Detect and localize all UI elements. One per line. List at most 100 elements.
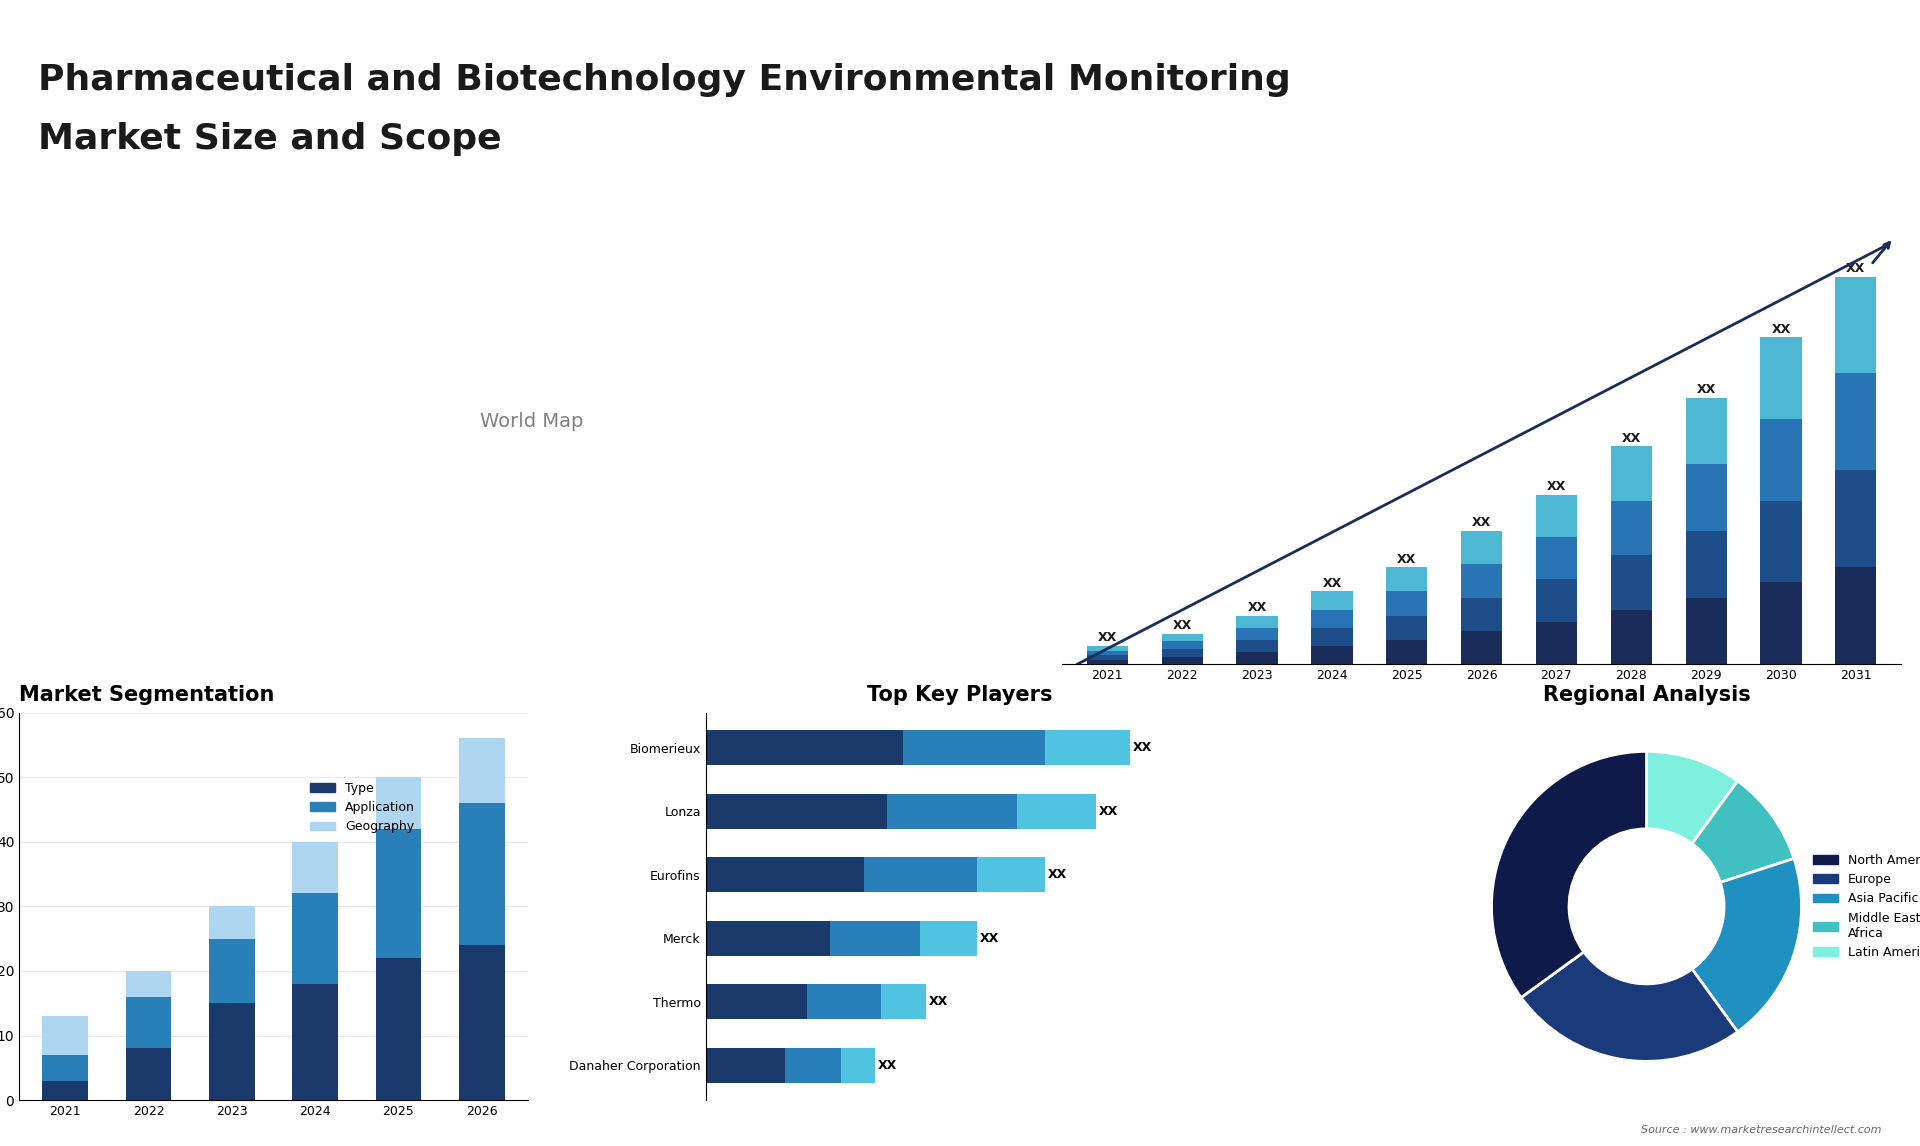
Text: XX: XX [1098, 631, 1117, 644]
Bar [1162, 649, 1202, 657]
Bar [1611, 446, 1651, 501]
Text: XX: XX [929, 995, 948, 1008]
Wedge shape [1492, 752, 1647, 997]
Bar [292, 842, 338, 894]
Bar [1386, 567, 1427, 591]
Bar [707, 984, 808, 1019]
Bar [1761, 337, 1801, 419]
Bar [292, 984, 338, 1100]
Text: World Map: World Map [480, 413, 584, 431]
Bar [1236, 615, 1277, 628]
Bar [459, 738, 505, 803]
Bar [829, 920, 920, 956]
Bar [1761, 501, 1801, 582]
Wedge shape [1692, 858, 1801, 1031]
Wedge shape [1521, 952, 1738, 1061]
Bar [707, 794, 887, 829]
Bar [1162, 657, 1202, 665]
Bar [1236, 639, 1277, 652]
Text: XX: XX [1133, 741, 1152, 754]
Bar [125, 1049, 171, 1100]
Bar [1311, 628, 1352, 646]
Bar [376, 958, 420, 1100]
Bar [1087, 656, 1127, 660]
Title: Top Key Players: Top Key Players [868, 685, 1052, 706]
Bar [125, 997, 171, 1049]
Bar [1087, 646, 1127, 651]
Text: XX: XX [1048, 869, 1068, 881]
Bar [459, 945, 505, 1100]
Text: XX: XX [1323, 576, 1342, 590]
Bar [1761, 582, 1801, 665]
Bar [1836, 276, 1876, 374]
Bar [1311, 646, 1352, 665]
Bar [1236, 628, 1277, 639]
Bar [1386, 639, 1427, 665]
Wedge shape [1692, 780, 1793, 882]
Bar [1536, 622, 1576, 665]
Bar [785, 1047, 841, 1083]
Text: Pharmaceutical and Biotechnology Environmental Monitoring: Pharmaceutical and Biotechnology Environ… [38, 63, 1290, 97]
Bar [707, 857, 864, 892]
Text: XX: XX [1248, 602, 1267, 614]
Bar [1087, 651, 1127, 656]
Bar [841, 1047, 876, 1083]
Bar [1162, 642, 1202, 649]
Bar [1386, 615, 1427, 639]
Bar [1016, 794, 1096, 829]
Text: MARKET
RESEARCH
INTELLECT: MARKET RESEARCH INTELLECT [1715, 56, 1780, 93]
Bar [292, 894, 338, 984]
Bar [1611, 555, 1651, 610]
Bar [904, 730, 1044, 766]
Bar [1536, 580, 1576, 622]
Text: XX: XX [1398, 552, 1417, 566]
Text: XX: XX [877, 1059, 897, 1072]
Bar [1386, 591, 1427, 615]
Bar [1686, 597, 1726, 665]
Bar [376, 777, 420, 829]
Bar [1536, 537, 1576, 580]
Text: Source : www.marketresearchintellect.com: Source : www.marketresearchintellect.com [1642, 1124, 1882, 1135]
Bar [1236, 652, 1277, 665]
Text: XX: XX [979, 932, 998, 944]
Bar [808, 984, 881, 1019]
Bar [209, 906, 255, 939]
Bar [707, 920, 829, 956]
Bar [42, 1081, 88, 1100]
Bar [209, 1003, 255, 1100]
Bar [920, 920, 977, 956]
Bar [707, 730, 904, 766]
Bar [864, 857, 977, 892]
Text: Market Segmentation: Market Segmentation [19, 685, 275, 706]
Bar [1162, 634, 1202, 642]
Bar [1686, 531, 1726, 597]
Text: Market Size and Scope: Market Size and Scope [38, 121, 501, 156]
Bar [1461, 564, 1501, 597]
Bar [1686, 398, 1726, 464]
Bar [707, 1047, 785, 1083]
Text: XX: XX [1622, 432, 1642, 445]
Bar [881, 984, 925, 1019]
Bar [1087, 660, 1127, 665]
Bar [125, 971, 171, 997]
Bar [977, 857, 1044, 892]
Bar [1611, 610, 1651, 665]
Bar [209, 939, 255, 1003]
Text: XX: XX [1548, 480, 1567, 493]
Bar [1044, 730, 1129, 766]
Text: XX: XX [1173, 619, 1192, 633]
Bar [376, 829, 420, 958]
Bar [1836, 470, 1876, 567]
Bar [1836, 567, 1876, 665]
Bar [1311, 610, 1352, 628]
Bar [1536, 495, 1576, 537]
Title: Regional Analysis: Regional Analysis [1542, 685, 1751, 706]
Bar [42, 1017, 88, 1055]
Bar [459, 803, 505, 945]
Bar [1761, 419, 1801, 501]
Text: XX: XX [1772, 323, 1791, 336]
Text: XX: XX [1098, 804, 1117, 817]
Bar [1611, 501, 1651, 555]
Legend: Type, Application, Geography: Type, Application, Geography [305, 777, 420, 839]
Wedge shape [1647, 752, 1738, 843]
